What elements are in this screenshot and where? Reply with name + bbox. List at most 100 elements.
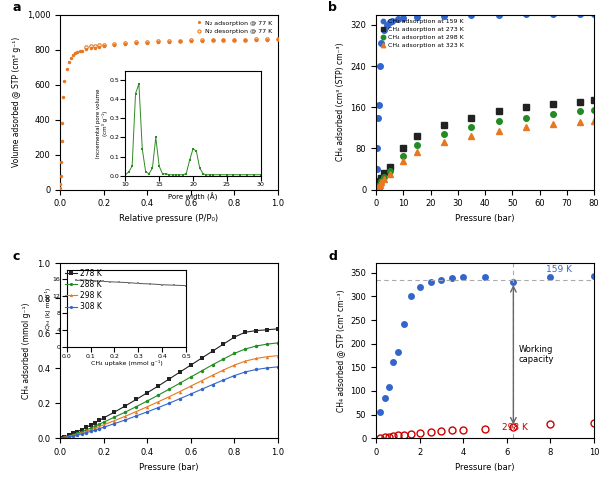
278 K (122, 403, 129, 409)
308 K (274, 364, 281, 370)
278 K (154, 383, 161, 389)
308 K (87, 429, 94, 434)
308 K (209, 382, 216, 388)
308 K (166, 400, 173, 406)
N₂ desorption @ 77 K (176, 38, 184, 44)
288 K (176, 380, 184, 386)
Y-axis label: CH₄ adsorbed (mmol g⁻¹): CH₄ adsorbed (mmol g⁻¹) (22, 302, 31, 399)
N₂ adsorption @ 77 K (176, 38, 184, 44)
298 K (274, 353, 281, 358)
308 K (176, 396, 184, 402)
308 K (91, 427, 98, 433)
CH₄ adsorption at 323 K (495, 128, 502, 134)
CH₄ adsorption at 159 K (468, 12, 475, 18)
CH₄ adsorption at 298 K (380, 174, 388, 180)
288 K (242, 346, 249, 352)
CH₄ adsorption at 298 K (374, 184, 382, 189)
N₂ adsorption @ 77 K (220, 37, 227, 43)
N₂ desorption @ 77 K (209, 37, 216, 43)
N₂ adsorption @ 77 K (143, 40, 151, 46)
N₂ desorption @ 77 K (220, 37, 227, 43)
CH₄ adsorption at 273 K (522, 104, 529, 110)
Line: CH₄ adsorption at 323 K: CH₄ adsorption at 323 K (374, 118, 597, 192)
CH₄ adsorption at 159 K (413, 14, 421, 19)
298 K (83, 429, 90, 434)
308 K (242, 369, 249, 375)
CH₄ adsorption at 159 K (550, 11, 557, 17)
278 K (65, 432, 73, 438)
N₂ adsorption @ 77 K (242, 37, 249, 43)
CH₄ adsorption at 298 K (386, 168, 393, 174)
278 K (220, 341, 227, 347)
288 K (56, 435, 64, 441)
278 K (198, 355, 205, 361)
N₂ adsorption @ 77 K (166, 38, 173, 44)
308 K (187, 391, 194, 397)
308 K (143, 409, 151, 415)
CH₄ adsorption at 323 K (380, 176, 388, 182)
CH₄ adsorption at 298 K (375, 183, 382, 188)
278 K (83, 425, 90, 431)
Legend: 278 K, 288 K, 298 K, 308 K: 278 K, 288 K, 298 K, 308 K (64, 267, 103, 313)
278 K (70, 431, 77, 436)
CH₄ adsorption at 323 K (577, 119, 584, 125)
N₂ adsorption @ 77 K (83, 46, 90, 52)
CH₄ adsorption at 323 K (373, 187, 380, 192)
278 K (176, 369, 184, 375)
288 K (95, 421, 103, 427)
Y-axis label: CH₄ adsorbed @ STP (cm³ cm⁻³): CH₄ adsorbed @ STP (cm³ cm⁻³) (336, 289, 345, 412)
288 K (209, 362, 216, 368)
298 K (154, 399, 161, 405)
N₂ desorption @ 77 K (198, 37, 205, 43)
298 K (91, 426, 98, 431)
N₂ adsorption @ 77 K (74, 49, 81, 55)
Text: b: b (328, 1, 337, 14)
N₂ desorption @ 77 K (166, 38, 173, 44)
N₂ adsorption @ 77 K (57, 182, 64, 187)
Line: N₂ adsorption @ 77 K: N₂ adsorption @ 77 K (58, 37, 280, 190)
298 K (198, 378, 205, 384)
Line: 288 K: 288 K (58, 341, 280, 440)
N₂ adsorption @ 77 K (274, 37, 281, 42)
298 K (263, 354, 271, 359)
X-axis label: Relative pressure (P/P₀): Relative pressure (P/P₀) (119, 214, 218, 223)
CH₄ adsorption at 273 K (374, 184, 381, 190)
CH₄ adsorption at 323 K (590, 118, 598, 124)
N₂ adsorption @ 77 K (70, 52, 77, 58)
298 K (220, 367, 227, 373)
CH₄ adsorption at 323 K (440, 139, 448, 145)
298 K (253, 356, 260, 361)
308 K (74, 432, 81, 438)
278 K (100, 415, 107, 421)
CH₄ adsorption at 159 K (375, 102, 382, 108)
CH₄ adsorption at 159 K (380, 27, 388, 33)
308 K (220, 377, 227, 383)
Text: d: d (328, 250, 337, 262)
Y-axis label: Volume adsorbed @ STP (cm³ g⁻¹): Volume adsorbed @ STP (cm³ g⁻¹) (12, 37, 21, 167)
CH₄ adsorption at 323 K (413, 149, 421, 155)
278 K (78, 427, 85, 432)
288 K (78, 429, 85, 434)
298 K (143, 404, 151, 410)
CH₄ adsorption at 298 K (590, 107, 598, 113)
278 K (166, 376, 173, 382)
N₂ desorption @ 77 K (187, 37, 194, 43)
N₂ desorption @ 77 K (253, 37, 260, 42)
CH₄ adsorption at 159 K (374, 146, 381, 151)
CH₄ adsorption at 323 K (468, 132, 475, 138)
Line: CH₄ adsorption at 159 K: CH₄ adsorption at 159 K (374, 11, 597, 188)
CH₄ adsorption at 298 K (522, 114, 529, 120)
278 K (143, 390, 151, 396)
CH₄ adsorption at 159 K (378, 40, 385, 46)
N₂ desorption @ 77 K (95, 42, 103, 48)
CH₄ adsorption at 159 K (495, 12, 502, 18)
CH₄ adsorption at 323 K (386, 171, 393, 177)
CH₄ adsorption at 159 K (373, 166, 380, 172)
308 K (56, 435, 64, 441)
278 K (187, 362, 194, 368)
288 K (274, 340, 281, 346)
278 K (95, 417, 103, 423)
308 K (65, 434, 73, 440)
CH₄ adsorption at 298 K (373, 187, 380, 192)
278 K (133, 396, 140, 402)
